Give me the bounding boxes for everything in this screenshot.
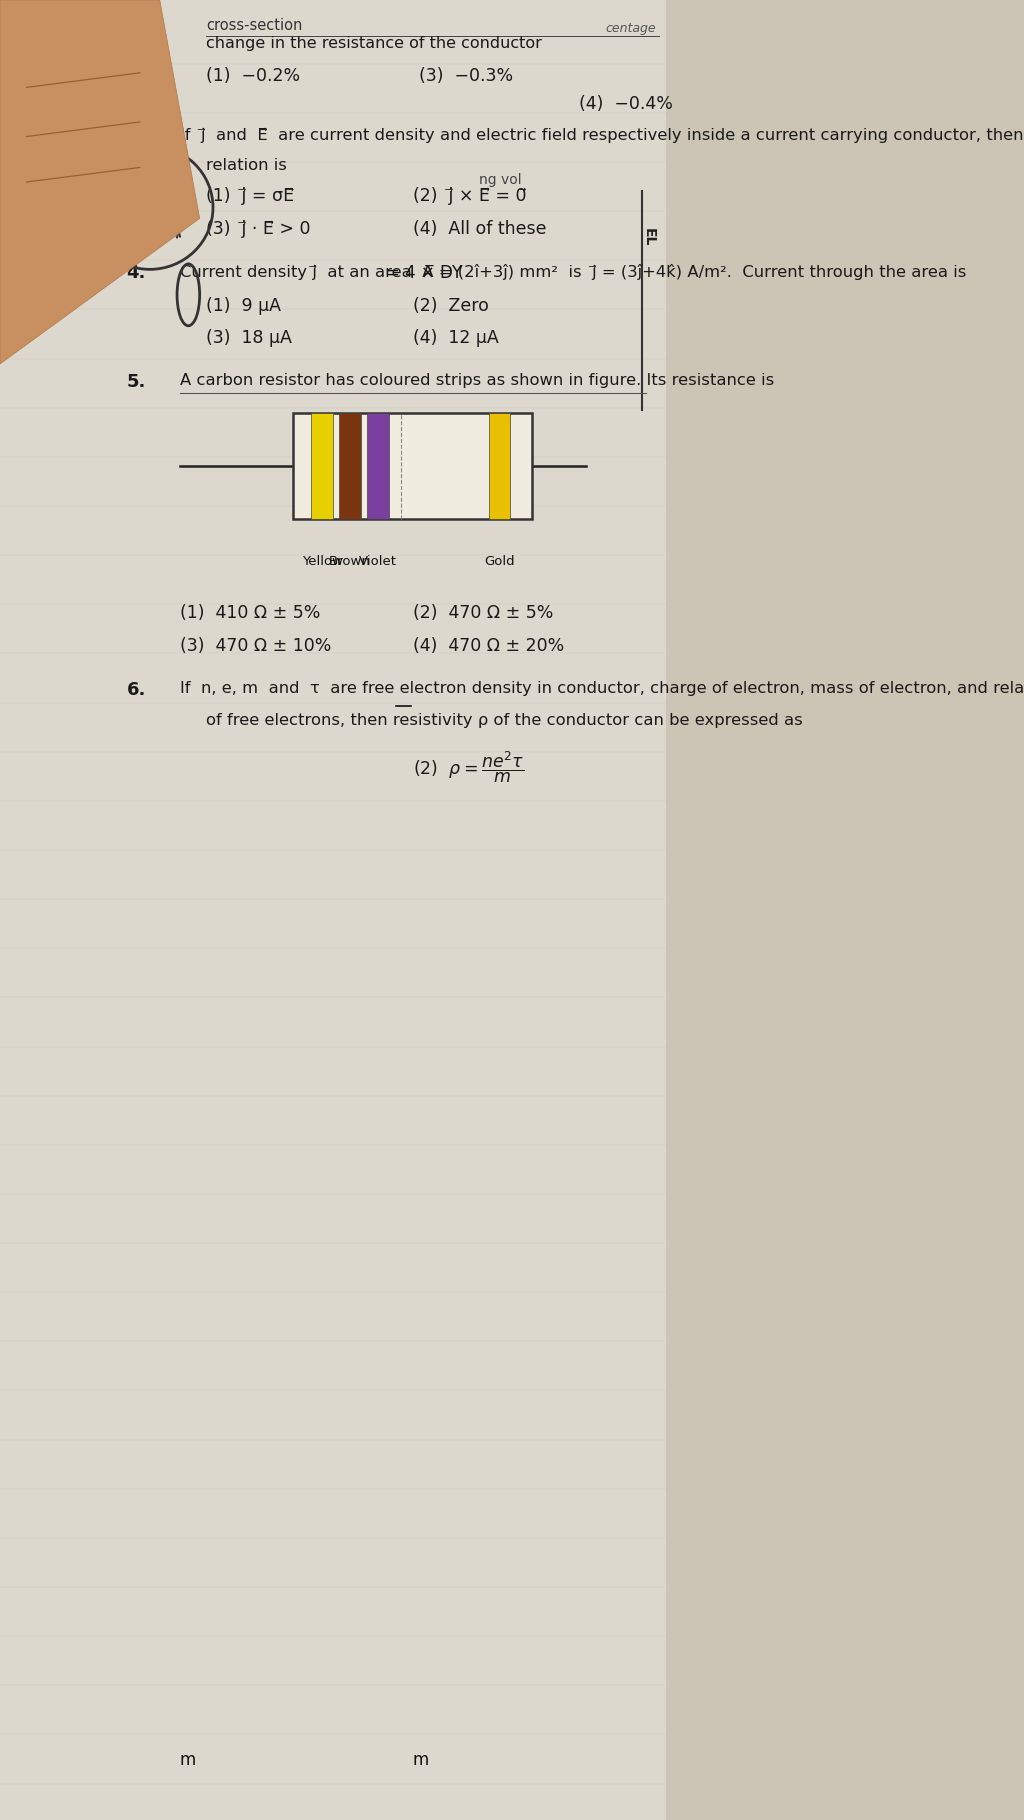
Text: Violet: Violet	[359, 555, 397, 568]
Text: (3)  −0.3%: (3) −0.3%	[419, 67, 513, 86]
Text: (2)  470 Ω ± 5%: (2) 470 Ω ± 5%	[413, 604, 553, 622]
Text: (2)  Zero: (2) Zero	[413, 297, 488, 315]
Text: (3)  470 Ω ± 10%: (3) 470 Ω ± 10%	[179, 637, 331, 655]
Bar	[489, 413, 511, 519]
Bar	[368, 413, 389, 519]
Text: (4)  All of these: (4) All of these	[413, 220, 546, 238]
Text: relation is: relation is	[206, 158, 287, 173]
Text: Brown: Brown	[329, 555, 371, 568]
Text: If  n, e, m  and  τ  are free electron density in conductor, charge of electron,: If n, e, m and τ are free electron densi…	[179, 681, 1024, 695]
Text: 4.: 4.	[126, 264, 145, 282]
Text: (2)  $\rho = \dfrac{ne^2\tau}{m}$: (2) $\rho = \dfrac{ne^2\tau}{m}$	[413, 750, 524, 786]
Text: 3.: 3.	[126, 127, 145, 146]
Text: ng vol: ng vol	[479, 173, 522, 187]
Text: centage: centage	[605, 22, 656, 35]
Text: = 4 × DY: = 4 × DY	[386, 264, 462, 282]
Bar	[293, 413, 532, 519]
Text: of free electrons, then resistivity ρ of the conductor can be expressed as: of free electrons, then resistivity ρ of…	[206, 713, 803, 728]
Text: (3)  j⃗ · E⃗ > 0: (3) j⃗ · E⃗ > 0	[206, 220, 311, 238]
Text: 6.: 6.	[126, 681, 145, 699]
Text: change in the resistance of the conductor: change in the resistance of the conducto…	[206, 36, 542, 51]
Text: m: m	[179, 1751, 196, 1769]
Text: (4)  −0.4%: (4) −0.4%	[579, 95, 673, 113]
Text: (2)  j⃗ × E⃗ = 0⃗: (2) j⃗ × E⃗ = 0⃗	[413, 187, 526, 206]
Text: (4)  470 Ω ± 20%: (4) 470 Ω ± 20%	[413, 637, 564, 655]
Bar	[311, 413, 333, 519]
Text: A carbon resistor has coloured strips as shown in figure. Its resistance is: A carbon resistor has coloured strips as…	[179, 373, 774, 388]
Bar	[339, 413, 360, 519]
Text: 5.: 5.	[126, 373, 145, 391]
Text: Current density j⃗  at an area  A̅ = (2î+3ĵ) mm²  is  j⃗ = (3ĵ+4k̂) A/m².  Curre: Current density j⃗ at an area A̅ = (2î+3…	[179, 264, 966, 280]
Text: m: m	[413, 1751, 429, 1769]
Text: (4)  12 μA: (4) 12 μA	[413, 329, 499, 348]
Text: Yellow: Yellow	[302, 555, 343, 568]
Text: Gold: Gold	[484, 555, 515, 568]
Text: cross-section: cross-section	[206, 18, 303, 33]
Text: (1)  9 μA: (1) 9 μA	[206, 297, 282, 315]
Text: If  j⃗  and  E⃗  are current density and electric field respectively inside a cu: If j⃗ and E⃗ are current density and ele…	[179, 127, 1024, 142]
Text: (1)  410 Ω ± 5%: (1) 410 Ω ± 5%	[179, 604, 321, 622]
Text: EL: EL	[642, 228, 656, 246]
Text: (1)  −0.2%: (1) −0.2%	[206, 67, 300, 86]
Text: (3)  18 μA: (3) 18 μA	[206, 329, 292, 348]
Text: (1)  j⃗ = σE⃗: (1) j⃗ = σE⃗	[206, 187, 295, 206]
Text: Doubt: Doubt	[123, 195, 177, 213]
Polygon shape	[0, 0, 200, 364]
